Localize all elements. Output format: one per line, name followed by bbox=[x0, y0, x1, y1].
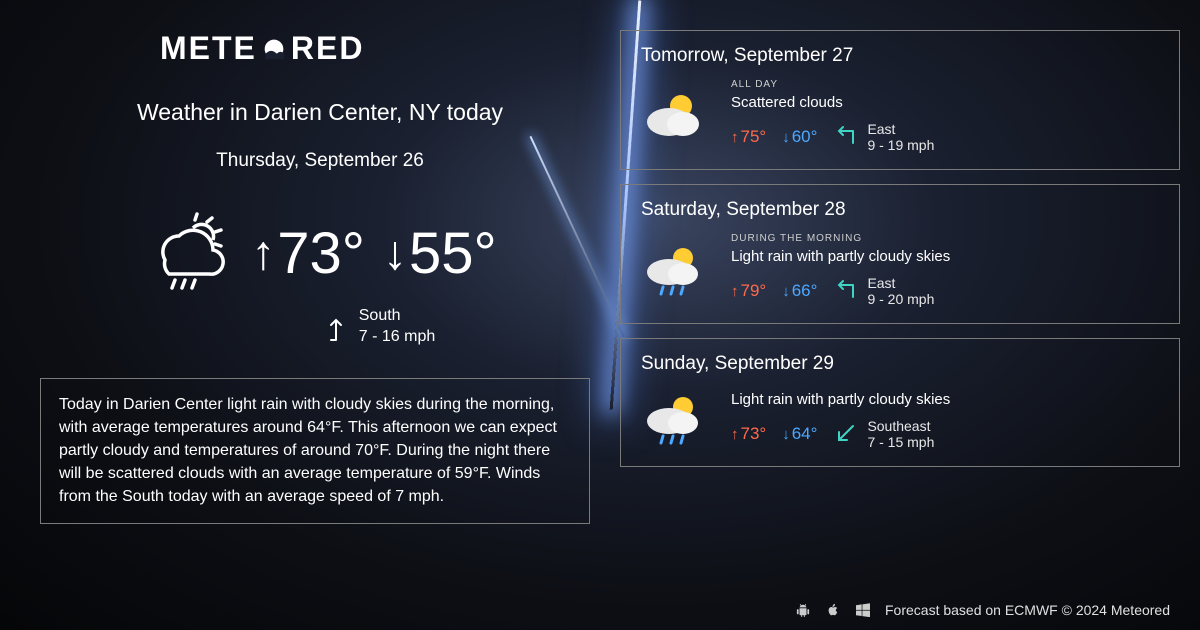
footer-text: Forecast based on ECMWF © 2024 Meteored bbox=[885, 602, 1170, 618]
forecast-description: Scattered clouds bbox=[731, 94, 1159, 111]
brand-icon bbox=[259, 34, 289, 64]
forecast-high: ↑75° bbox=[731, 127, 766, 147]
wind-direction: South bbox=[359, 306, 435, 327]
forecast-low: ↓60° bbox=[782, 127, 817, 147]
brand-prefix: METE bbox=[160, 30, 257, 67]
brand-suffix: RED bbox=[291, 30, 365, 67]
arrow-down-icon: ↓ bbox=[782, 283, 790, 300]
forecast-card: Tomorrow, September 27 ALL DAY Scattered… bbox=[620, 30, 1180, 170]
forecast-card: Saturday, September 28 DURING THE MORNIN… bbox=[620, 184, 1180, 324]
wind-arrow-icon bbox=[833, 125, 857, 149]
wind-direction-icon bbox=[325, 312, 347, 342]
forecast-date: Saturday, September 28 bbox=[641, 199, 1159, 221]
apple-icon bbox=[825, 602, 841, 618]
temp-low: ↓55° bbox=[383, 220, 497, 287]
forecast-period: DURING THE MORNING bbox=[731, 233, 1159, 244]
forecast-wind-dir: East bbox=[867, 275, 934, 291]
current-date: Thursday, September 26 bbox=[40, 150, 600, 172]
arrow-up-icon: ↑ bbox=[251, 226, 275, 281]
current-wind: South 7 - 16 mph bbox=[160, 306, 600, 348]
forecast-wind-dir: East bbox=[867, 121, 934, 137]
forecast-card: Sunday, September 29 Light rain with par… bbox=[620, 338, 1180, 467]
windows-icon bbox=[855, 602, 871, 618]
forecast-wind-dir: Southeast bbox=[867, 418, 934, 434]
weather-icon bbox=[143, 208, 233, 298]
partly-cloudy-rain-icon bbox=[641, 391, 707, 447]
forecast-high: ↑73° bbox=[731, 424, 766, 444]
arrow-down-icon: ↓ bbox=[383, 226, 407, 281]
forecast-low: ↓66° bbox=[782, 281, 817, 301]
arrow-up-icon: ↑ bbox=[731, 426, 739, 443]
page-title: Weather in Darien Center, NY today bbox=[40, 99, 600, 126]
arrow-up-icon: ↑ bbox=[731, 129, 739, 146]
wind-arrow-icon bbox=[833, 422, 857, 446]
forecast-description: Light rain with partly cloudy skies bbox=[731, 248, 1159, 265]
partly-cloudy-rain-icon bbox=[641, 242, 707, 298]
forecast-low: ↓64° bbox=[782, 424, 817, 444]
wind-speed: 7 - 16 mph bbox=[359, 327, 435, 348]
temp-high: ↑73° bbox=[251, 220, 365, 287]
forecast-list: Tomorrow, September 27 ALL DAY Scattered… bbox=[620, 0, 1180, 630]
forecast-wind-speed: 7 - 15 mph bbox=[867, 434, 934, 450]
arrow-down-icon: ↓ bbox=[782, 129, 790, 146]
current-conditions: ↑73° ↓55° bbox=[40, 208, 600, 298]
android-icon bbox=[795, 602, 811, 618]
forecast-date: Tomorrow, September 27 bbox=[641, 45, 1159, 67]
forecast-description: Light rain with partly cloudy skies bbox=[731, 391, 1159, 408]
partly-cloudy-icon bbox=[641, 88, 707, 144]
arrow-down-icon: ↓ bbox=[782, 426, 790, 443]
forecast-wind-speed: 9 - 19 mph bbox=[867, 137, 934, 153]
wind-arrow-icon bbox=[833, 279, 857, 303]
forecast-date: Sunday, September 29 bbox=[641, 353, 1159, 375]
forecast-high: ↑79° bbox=[731, 281, 766, 301]
forecast-summary: Today in Darien Center light rain with c… bbox=[40, 378, 590, 524]
footer: Forecast based on ECMWF © 2024 Meteored bbox=[795, 602, 1170, 618]
forecast-period: ALL DAY bbox=[731, 79, 1159, 90]
brand-logo: METE RED bbox=[160, 30, 600, 67]
arrow-up-icon: ↑ bbox=[731, 283, 739, 300]
forecast-wind-speed: 9 - 20 mph bbox=[867, 291, 934, 307]
